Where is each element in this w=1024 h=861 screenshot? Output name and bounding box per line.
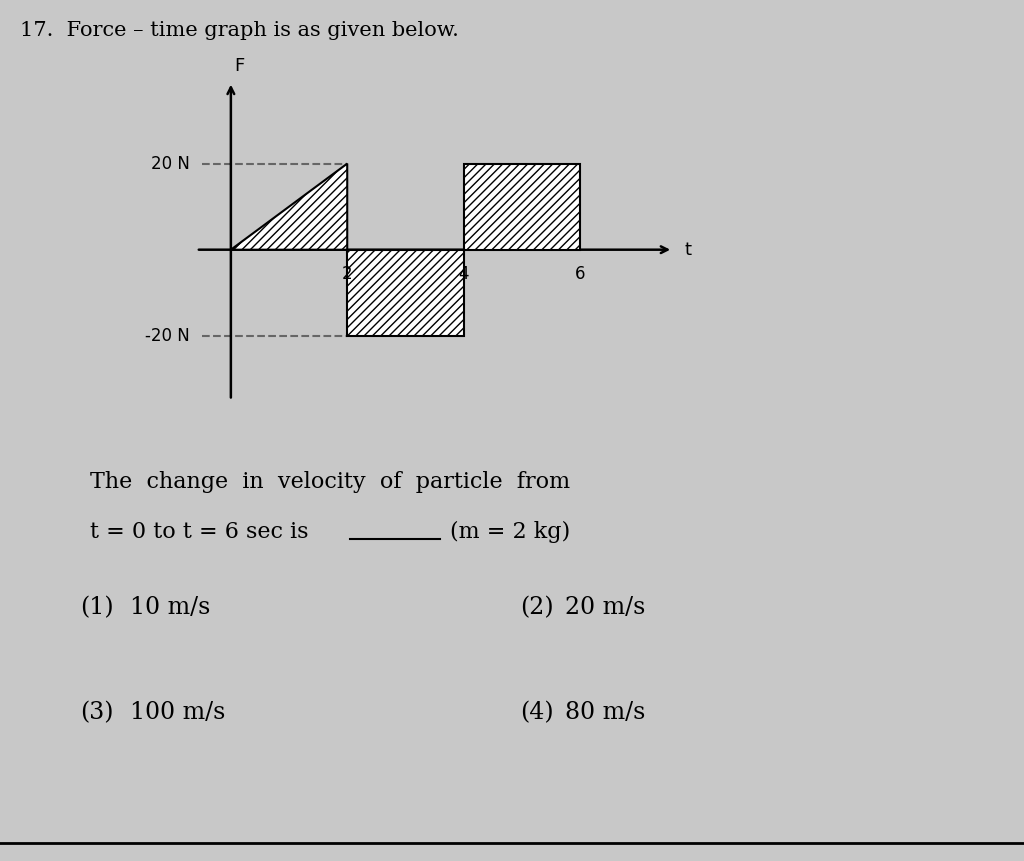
Text: 17.  Force – time graph is as given below.: 17. Force – time graph is as given below… — [20, 22, 459, 40]
Text: 20 m/s: 20 m/s — [565, 596, 645, 619]
Text: 6: 6 — [574, 264, 585, 282]
Text: The  change  in  velocity  of  particle  from: The change in velocity of particle from — [90, 471, 570, 493]
Text: 2: 2 — [342, 264, 352, 282]
Text: t = 0 to t = 6 sec is: t = 0 to t = 6 sec is — [90, 521, 308, 543]
Text: (2): (2) — [520, 596, 554, 619]
Text: 100 m/s: 100 m/s — [130, 701, 225, 724]
Text: t: t — [685, 241, 691, 258]
Text: 10 m/s: 10 m/s — [130, 596, 210, 619]
Text: (4): (4) — [520, 701, 554, 724]
Text: (m = 2 kg): (m = 2 kg) — [450, 521, 570, 543]
Text: 20 N: 20 N — [152, 155, 190, 172]
Text: F: F — [234, 58, 245, 76]
Text: -20 N: -20 N — [145, 327, 190, 344]
Text: (1): (1) — [80, 596, 114, 619]
Polygon shape — [464, 164, 580, 250]
Text: 80 m/s: 80 m/s — [565, 701, 645, 724]
Polygon shape — [230, 164, 347, 250]
Text: (3): (3) — [80, 701, 114, 724]
Polygon shape — [347, 250, 464, 336]
Text: 4: 4 — [459, 264, 469, 282]
